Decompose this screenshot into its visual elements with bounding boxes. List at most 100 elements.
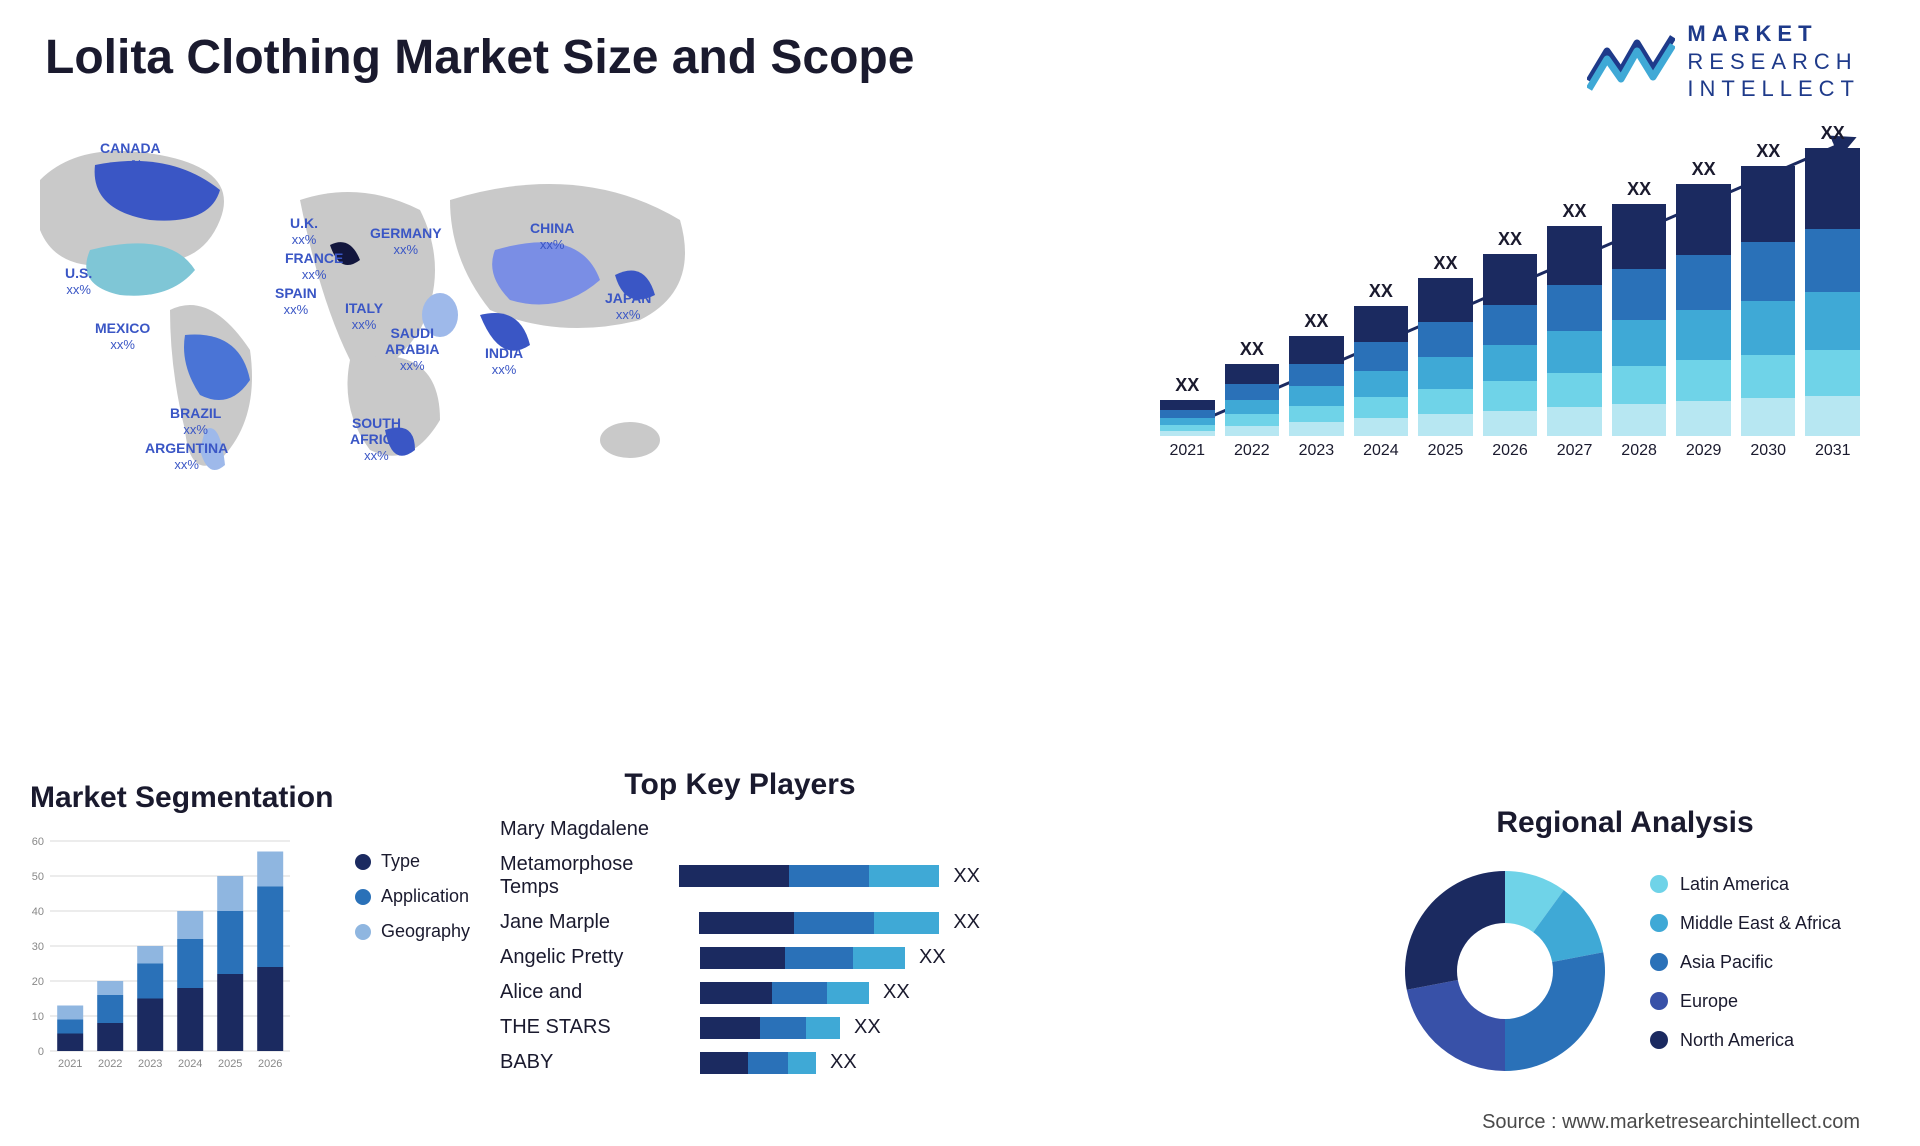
regional-donut-chart [1390, 856, 1620, 1086]
player-bar-segment [760, 1017, 806, 1039]
player-name: Angelic Pretty [500, 946, 700, 969]
player-value-label: XX [953, 865, 980, 888]
bar-segment [1354, 371, 1409, 397]
bar-segment [1160, 410, 1215, 418]
bar-segment [1805, 292, 1860, 350]
map-label: GERMANYxx% [370, 225, 442, 258]
bar-segment [1289, 364, 1344, 386]
segmentation-title: Market Segmentation [30, 781, 470, 815]
legend-item: Europe [1650, 991, 1841, 1012]
bar-value-label: XX [1498, 229, 1522, 250]
map-label: MEXICOxx% [95, 320, 150, 353]
segmentation-legend: Type Application Geography [355, 851, 470, 956]
bar-segment [1225, 414, 1280, 426]
map-label: U.S.xx% [65, 265, 92, 298]
legend-label: Application [381, 886, 469, 907]
player-bar-segment [748, 1052, 788, 1074]
bar-segment [1741, 398, 1796, 436]
growth-bar: XX2027 [1547, 201, 1602, 460]
bar-segment [1612, 320, 1667, 366]
bar-value-label: XX [1240, 339, 1264, 360]
segmentation-chart: 0 10 20 30 40 50 60202120222023202420252… [30, 831, 290, 1081]
growth-bar: XX 2026 [1483, 229, 1538, 460]
svg-text:50: 50 [32, 871, 44, 883]
bar-segment [1741, 242, 1796, 301]
player-bar [700, 982, 869, 1004]
legend-label: Asia Pacific [1680, 952, 1773, 973]
year-label: 2028 [1621, 442, 1657, 460]
player-bar-segment [699, 912, 794, 934]
seg-bar-segment [57, 1006, 83, 1020]
growth-bar: XX2029 [1676, 159, 1731, 460]
bar-value-label: XX [1692, 159, 1716, 180]
map-label: INDIAxx% [485, 345, 523, 378]
map-label: SAUDIARABIAxx% [385, 325, 439, 374]
legend-item: Type [355, 851, 470, 872]
bar-segment [1547, 407, 1602, 436]
player-name: Jane Marple [500, 911, 699, 934]
bar-segment [1483, 381, 1538, 410]
svg-text:2021: 2021 [58, 1058, 82, 1070]
seg-bar-segment [57, 1034, 83, 1052]
page-title: Lolita Clothing Market Size and Scope [45, 30, 914, 85]
bar-segment [1741, 301, 1796, 355]
player-name: Metamorphose Temps [500, 853, 679, 899]
svg-text:40: 40 [32, 906, 44, 918]
legend-item: Application [355, 886, 470, 907]
segmentation-section: Market Segmentation 0 10 20 30 40 50 602… [30, 781, 470, 1086]
bar-segment [1354, 342, 1409, 371]
seg-bar-segment [137, 946, 163, 964]
logo-line3: INTELLECT [1687, 75, 1860, 103]
year-label: 2023 [1299, 442, 1335, 460]
year-label: 2026 [1492, 442, 1528, 460]
bar-segment [1289, 422, 1344, 436]
regional-legend: Latin America Middle East & Africa Asia … [1650, 874, 1841, 1069]
player-value-label: XX [830, 1051, 857, 1074]
bar-segment [1612, 366, 1667, 403]
year-label: 2030 [1750, 442, 1786, 460]
logo-line2: RESEARCH [1687, 48, 1860, 76]
player-bar [700, 1052, 816, 1074]
seg-bar-segment [57, 1020, 83, 1034]
bar-segment [1418, 357, 1473, 389]
player-bar-segment [700, 1017, 760, 1039]
bar-segment [1676, 310, 1731, 360]
svg-text:2022: 2022 [98, 1058, 122, 1070]
player-name: BABY [500, 1051, 700, 1074]
bar-segment [1483, 254, 1538, 305]
seg-bar-segment [217, 974, 243, 1051]
bar-segment [1225, 364, 1280, 384]
player-bar [699, 912, 939, 934]
svg-text:10: 10 [32, 1011, 44, 1023]
year-label: 2024 [1363, 442, 1399, 460]
svg-text:30: 30 [32, 941, 44, 953]
bar-value-label: XX [1627, 179, 1651, 200]
bar-segment [1612, 204, 1667, 269]
player-bar [679, 865, 939, 887]
bar-segment [1160, 418, 1215, 425]
player-bar-segment [827, 982, 869, 1004]
bar-segment [1160, 400, 1215, 410]
bar-segment [1676, 360, 1731, 400]
seg-bar-segment [137, 964, 163, 999]
growth-bar: XX2031 [1805, 123, 1860, 460]
year-label: 2022 [1234, 442, 1270, 460]
bar-segment [1418, 322, 1473, 357]
year-label: 2021 [1169, 442, 1205, 460]
map-label: CANADAxx% [100, 140, 161, 173]
bar-segment [1805, 229, 1860, 292]
legend-dot-icon [1650, 953, 1668, 971]
regional-section: Regional Analysis Latin America Middle E… [1390, 806, 1860, 1086]
bar-segment [1225, 384, 1280, 400]
player-bar-segment [806, 1017, 840, 1039]
seg-bar-segment [137, 999, 163, 1052]
growth-bar: XX 2021 [1160, 375, 1215, 460]
legend-item: Latin America [1650, 874, 1841, 895]
bar-segment [1418, 278, 1473, 322]
seg-bar-segment [97, 1023, 123, 1051]
bar-value-label: XX [1175, 375, 1199, 396]
brand-logo: MARKET RESEARCH INTELLECT [1587, 20, 1860, 103]
seg-bar-segment [177, 911, 203, 939]
bar-value-label: XX [1563, 201, 1587, 222]
key-players-section: Top Key Players Mary MagdaleneMetamorpho… [500, 768, 980, 1086]
